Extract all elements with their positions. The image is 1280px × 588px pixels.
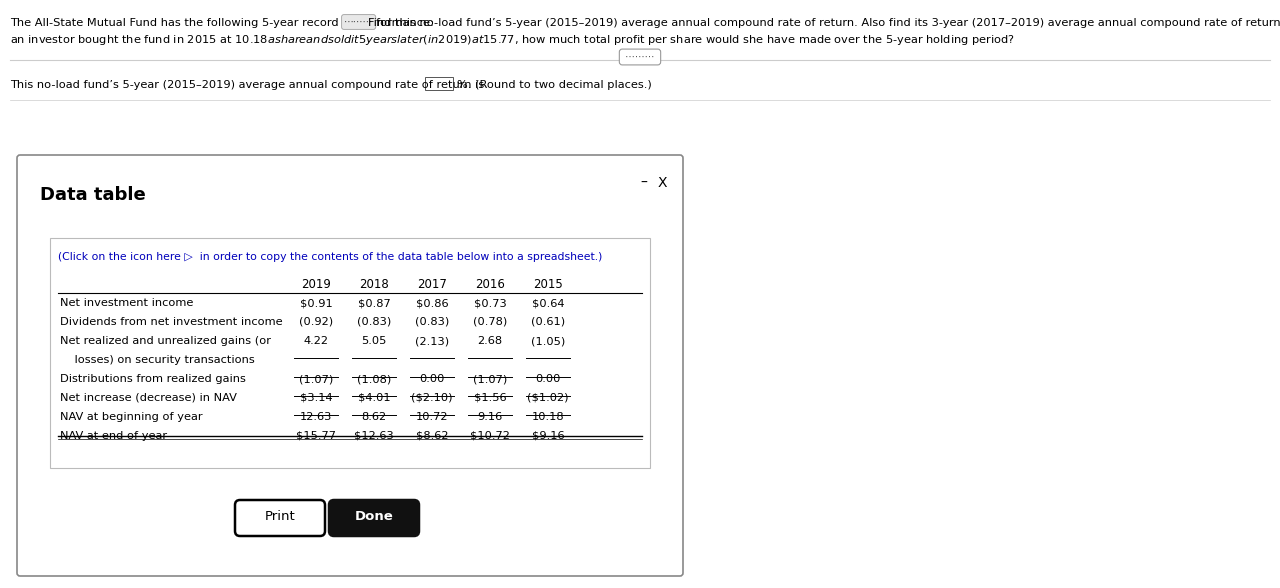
Text: Done: Done [355, 510, 393, 523]
Text: $15.77: $15.77 [296, 431, 335, 441]
Text: ⋯⋯⋯: ⋯⋯⋯ [622, 52, 658, 62]
Text: (1.07): (1.07) [472, 374, 507, 384]
Text: (1.07): (1.07) [298, 374, 333, 384]
Text: 10.72: 10.72 [416, 412, 448, 422]
Text: 9.16: 9.16 [477, 412, 503, 422]
Text: (Click on the icon here ▷  in order to copy the contents of the data table below: (Click on the icon here ▷ in order to co… [58, 252, 603, 262]
Text: $0.86: $0.86 [416, 298, 448, 308]
FancyBboxPatch shape [329, 500, 419, 536]
Text: Distributions from realized gains: Distributions from realized gains [60, 374, 246, 384]
Text: 2017: 2017 [417, 278, 447, 291]
Text: (0.83): (0.83) [357, 317, 392, 327]
Text: 2018: 2018 [360, 278, 389, 291]
Text: ($1.02): ($1.02) [527, 393, 568, 403]
Bar [425, 77, 453, 90]
Text: $10.72: $10.72 [470, 431, 509, 441]
Text: NAV at end of year: NAV at end of year [60, 431, 168, 441]
Text: $9.16: $9.16 [531, 431, 564, 441]
Text: Find this no-load fund’s 5-year (2015–2019) average annual compound rate of retu: Find this no-load fund’s 5-year (2015–20… [369, 18, 1280, 28]
Text: This no-load fund’s 5-year (2015–2019) average annual compound rate of return is: This no-load fund’s 5-year (2015–2019) a… [10, 80, 484, 90]
Text: 8.62: 8.62 [361, 412, 387, 422]
Text: Net increase (decrease) in NAV: Net increase (decrease) in NAV [60, 393, 237, 403]
Text: 10.18: 10.18 [531, 412, 564, 422]
Bar [50, 238, 650, 468]
Text: (1.05): (1.05) [531, 336, 566, 346]
Text: $0.87: $0.87 [357, 298, 390, 308]
Text: %. (Round to two decimal places.): %. (Round to two decimal places.) [457, 80, 652, 90]
Text: NAV at beginning of year: NAV at beginning of year [60, 412, 202, 422]
Text: $0.73: $0.73 [474, 298, 507, 308]
Bar [22, 572, 682, 576]
Text: ($2.10): ($2.10) [411, 393, 453, 403]
Text: (1.08): (1.08) [357, 374, 392, 384]
Text: 2019: 2019 [301, 278, 332, 291]
Text: Data table: Data table [40, 186, 146, 204]
FancyBboxPatch shape [236, 500, 325, 536]
Text: The All-State Mutual Fund has the following 5-year record of performance:: The All-State Mutual Fund has the follow… [10, 18, 434, 28]
Text: $1.56: $1.56 [474, 393, 507, 403]
Text: $0.91: $0.91 [300, 298, 333, 308]
Text: (0.61): (0.61) [531, 317, 564, 327]
Text: $12.63: $12.63 [355, 431, 394, 441]
Text: (2.13): (2.13) [415, 336, 449, 346]
Text: 2016: 2016 [475, 278, 504, 291]
Text: 0.00: 0.00 [420, 374, 444, 384]
Text: losses) on security transactions: losses) on security transactions [60, 355, 255, 365]
Text: ⋯⋯⋯: ⋯⋯⋯ [344, 17, 374, 27]
Text: Dividends from net investment income: Dividends from net investment income [60, 317, 283, 327]
Text: $0.64: $0.64 [531, 298, 564, 308]
Text: 2.68: 2.68 [477, 336, 503, 346]
FancyBboxPatch shape [17, 155, 684, 576]
Text: Net investment income: Net investment income [60, 298, 193, 308]
Text: (0.92): (0.92) [300, 317, 333, 327]
Text: $3.14: $3.14 [300, 393, 333, 403]
Text: (0.83): (0.83) [415, 317, 449, 327]
Text: $4.01: $4.01 [357, 393, 390, 403]
Text: an investor bought the fund in 2015 at $10.18 a share and sold it 5 years later : an investor bought the fund in 2015 at $… [10, 33, 1015, 47]
Text: 0.00: 0.00 [535, 374, 561, 384]
Text: $8.62: $8.62 [416, 431, 448, 441]
Text: Net realized and unrealized gains (or: Net realized and unrealized gains (or [60, 336, 271, 346]
Text: 5.05: 5.05 [361, 336, 387, 346]
Text: X: X [658, 176, 667, 190]
Text: Print: Print [265, 510, 296, 523]
Text: 12.63: 12.63 [300, 412, 333, 422]
Text: (0.78): (0.78) [472, 317, 507, 327]
Text: 2015: 2015 [534, 278, 563, 291]
Text: 4.22: 4.22 [303, 336, 329, 346]
Text: –: – [640, 176, 646, 190]
